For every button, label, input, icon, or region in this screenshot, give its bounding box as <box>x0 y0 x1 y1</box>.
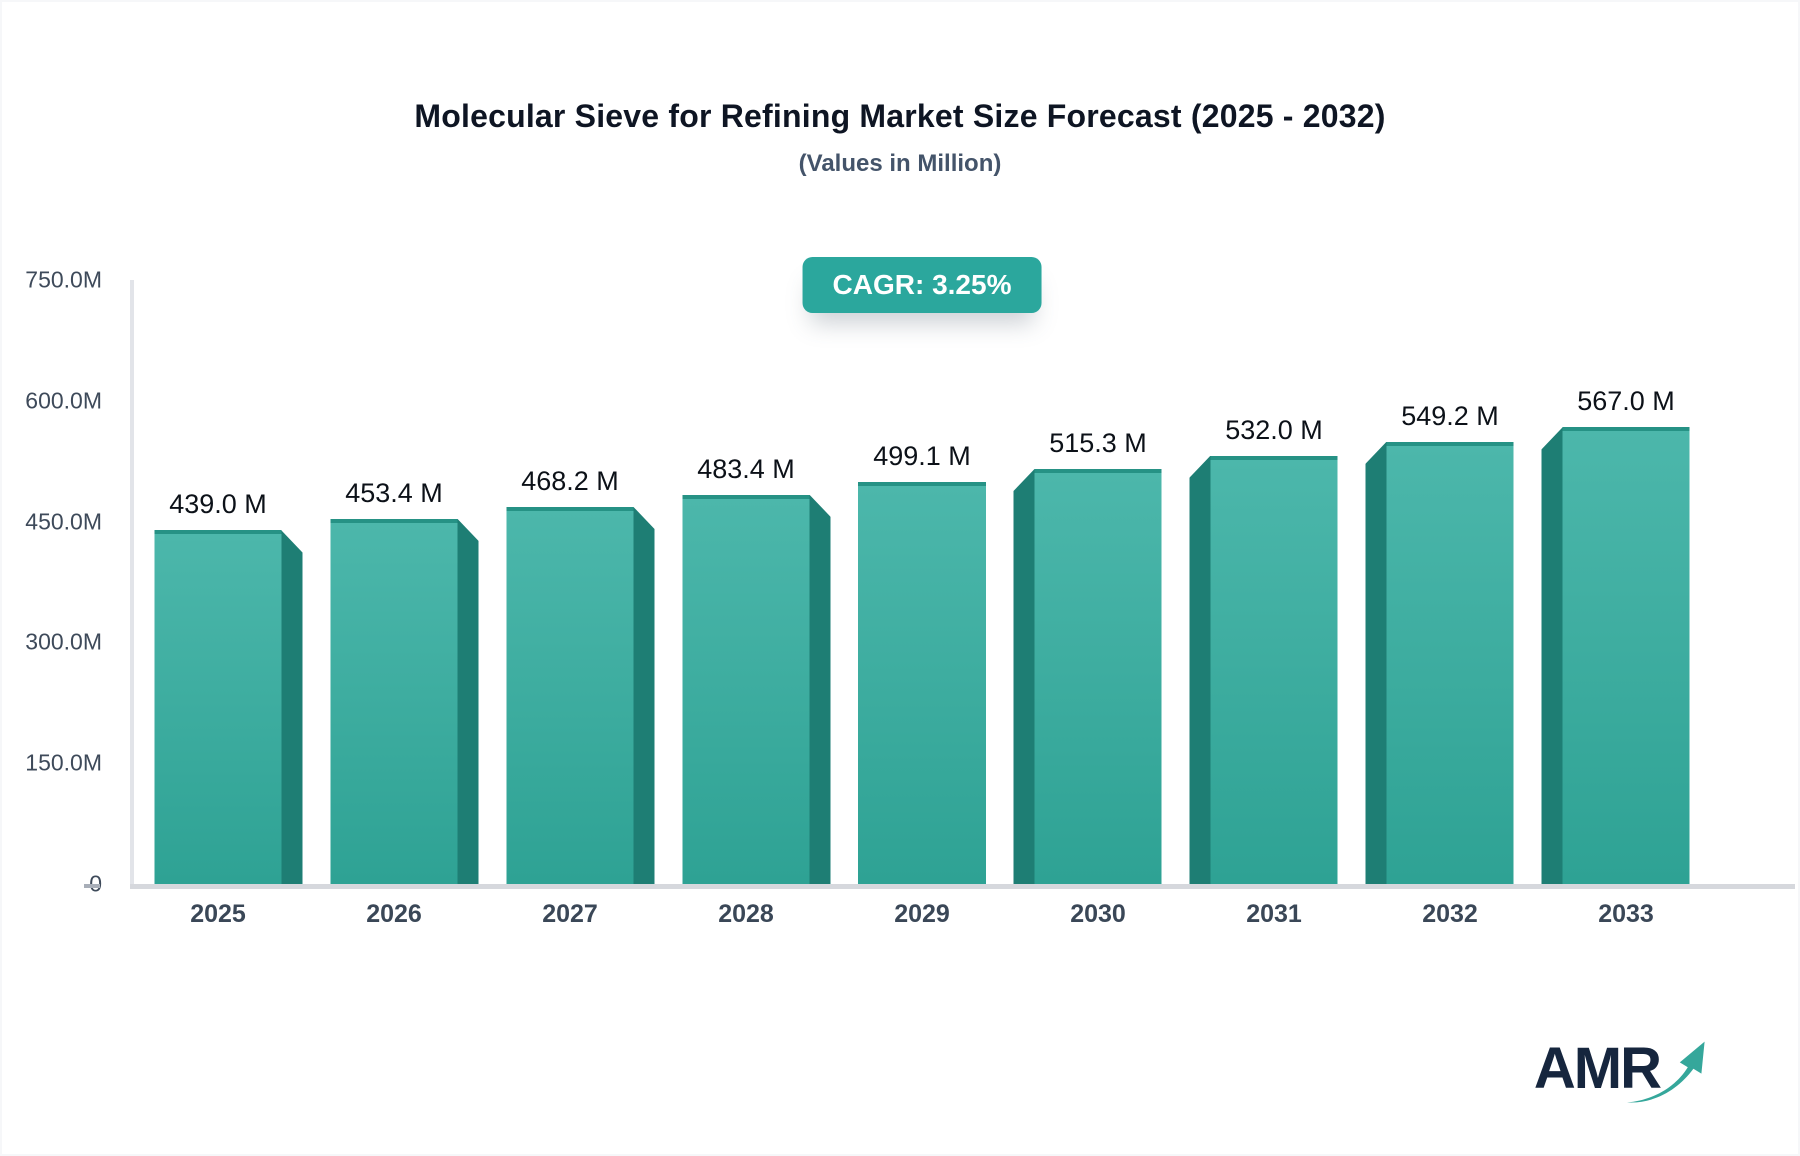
bar-side-face <box>1013 469 1035 884</box>
logo-text: AMR <box>1533 1036 1662 1101</box>
bar-side-face <box>1541 427 1563 884</box>
x-axis-label: 2033 <box>1598 900 1654 928</box>
chart-title: Molecular Sieve for Refining Market Size… <box>414 98 1386 134</box>
x-axis-label: 2026 <box>366 900 422 928</box>
bar-2033: 567.0 M <box>1541 386 1690 884</box>
bar-slot: 567.0 M 2033 <box>1538 280 1714 928</box>
bar-value-label: 532.0 M <box>1225 414 1323 445</box>
y-tick-label: 150.0M <box>25 749 102 776</box>
bar-2028: 483.4 M <box>682 454 831 884</box>
bar-2027: 468.2 M <box>506 466 655 884</box>
bar-face <box>154 530 282 884</box>
bar-value-label: 439.0 M <box>169 489 267 520</box>
bar-slot: 483.4 M 2028 <box>658 280 834 928</box>
bar-2025: 439.0 M <box>154 489 303 884</box>
x-axis-label: 2029 <box>894 900 950 928</box>
bar-side-face <box>809 494 831 884</box>
bar-2031: 532.0 M <box>1189 415 1338 884</box>
bar-value-label: 483.4 M <box>697 453 795 484</box>
y-tick-label: 750.0M <box>25 266 102 293</box>
bar-value-label: 515.3 M <box>1049 428 1147 459</box>
bar-side-face <box>1365 441 1387 884</box>
bar-face <box>858 482 986 884</box>
bar-value-label: 468.2 M <box>521 465 619 496</box>
y-tick-label: 600.0M <box>25 387 102 414</box>
zero-tick-mark <box>84 884 100 888</box>
bar-2032: 549.2 M <box>1365 401 1514 884</box>
bar-slot: 468.2 M 2027 <box>482 280 658 928</box>
x-axis-line <box>130 884 1795 889</box>
growth-arrow-icon <box>1627 1041 1705 1103</box>
y-tick-label: 450.0M <box>25 508 102 535</box>
bar-slot: 453.4 M 2026 <box>306 280 482 928</box>
bar-slot: 532.0 M 2031 <box>1186 280 1362 928</box>
x-axis-label: 2032 <box>1422 900 1478 928</box>
bar-face <box>1386 441 1514 884</box>
x-axis-label: 2030 <box>1070 900 1126 928</box>
bar-side-face <box>457 518 479 884</box>
bar-value-label: 549.2 M <box>1401 400 1499 431</box>
bar-side-face <box>633 506 655 884</box>
x-axis-label: 2027 <box>542 900 598 928</box>
bar-value-label: 567.0 M <box>1577 386 1675 417</box>
x-axis-label: 2031 <box>1246 900 1302 928</box>
y-axis-line <box>130 280 134 884</box>
bar-slot: 439.0 M 2025 <box>130 280 306 928</box>
bar-value-label: 453.4 M <box>345 477 443 508</box>
amr-logo: AMR <box>1533 1036 1705 1103</box>
bar-2029: 499.1 M <box>858 441 986 884</box>
bar-face <box>330 518 458 884</box>
cagr-badge: CAGR: 3.25% <box>802 257 1042 313</box>
bar-side-face <box>1189 455 1211 884</box>
bar-side-face <box>281 530 303 884</box>
bar-face <box>506 506 634 884</box>
bar-slot: 515.3 M 2030 <box>1010 280 1186 928</box>
chart-plot-area: 0 150.0M 300.0M 450.0M 600.0M 750.0M 439.0 M 2… <box>25 267 1795 928</box>
bar-2026: 453.4 M <box>330 478 479 884</box>
bar-face <box>682 494 810 884</box>
bars-row: 439.0 M 2025 453.4 M 2026 468.2 M 2027 483.4 M… <box>130 280 1714 928</box>
bar-slot: 499.1 M 2029 <box>834 280 1010 928</box>
bar-slot: 549.2 M 2032 <box>1362 280 1538 928</box>
bar-2030: 515.3 M <box>1013 428 1162 884</box>
bar-value-label: 499.1 M <box>873 441 971 472</box>
y-tick-label: 300.0M <box>25 628 102 655</box>
chart-subtitle: (Values in Million) <box>798 150 1002 177</box>
y-tick-label: 0 <box>89 871 102 898</box>
bar-face <box>1562 427 1690 884</box>
x-axis-label: 2028 <box>718 900 774 928</box>
bar-face <box>1210 455 1338 884</box>
bar-face <box>1034 469 1162 884</box>
x-axis-label: 2025 <box>190 900 246 928</box>
